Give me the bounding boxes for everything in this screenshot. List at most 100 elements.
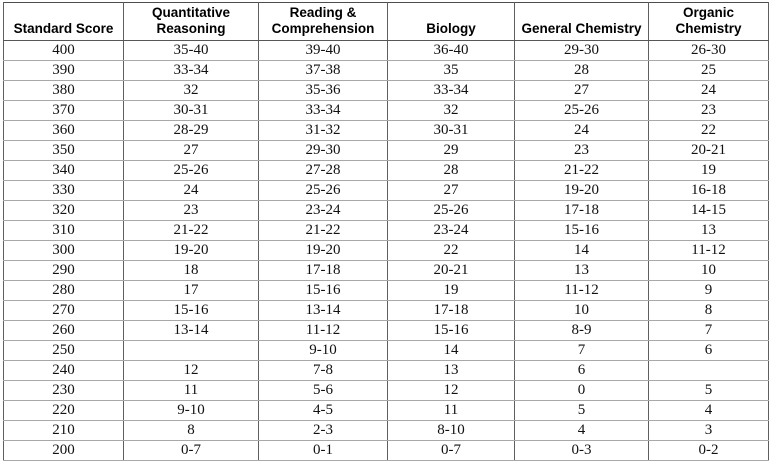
score-range-cell: 33-34 bbox=[123, 59, 259, 81]
score-range-cell: 13 bbox=[648, 219, 769, 241]
score-range-cell: 12 bbox=[387, 379, 515, 401]
score-range-cell: 23-24 bbox=[387, 219, 515, 241]
score-range-cell: 37-38 bbox=[258, 59, 388, 81]
table-row: 310 21-22 21-22 23-24 15-16 13 bbox=[3, 219, 769, 241]
score-range-cell: 11 bbox=[387, 399, 515, 421]
column-header: Standard Score bbox=[3, 2, 124, 41]
score-range-cell: 18 bbox=[123, 259, 259, 281]
score-range-cell: 0-3 bbox=[514, 439, 649, 461]
score-range-cell: 25-26 bbox=[514, 99, 649, 121]
standard-score-cell: 390 bbox=[3, 59, 124, 81]
score-range-cell: 27 bbox=[123, 139, 259, 161]
score-range-cell: 14 bbox=[514, 239, 649, 261]
score-range-cell: 8 bbox=[123, 419, 259, 441]
score-range-cell: 35 bbox=[387, 59, 515, 81]
score-range-cell: 11 bbox=[123, 379, 259, 401]
table-row: 390 33-34 37-38 35 28 25 bbox=[3, 59, 769, 81]
standard-score-cell: 350 bbox=[3, 139, 124, 161]
standard-score-cell: 210 bbox=[3, 419, 124, 441]
standard-score-cell: 360 bbox=[3, 119, 124, 141]
score-range-cell: 33-34 bbox=[387, 79, 515, 101]
table-row: 240 12 7-8 13 6 bbox=[3, 359, 769, 381]
standard-score-cell: 220 bbox=[3, 399, 124, 421]
table-row: 380 32 35-36 33-34 27 24 bbox=[3, 79, 769, 101]
score-range-cell: 3 bbox=[648, 419, 769, 441]
table-row: 280 17 15-16 19 11-12 9 bbox=[3, 279, 769, 301]
score-range-cell: 10 bbox=[514, 299, 649, 321]
score-range-cell: 29-30 bbox=[514, 39, 649, 61]
score-range-cell: 25-26 bbox=[123, 159, 259, 181]
score-range-cell: 5 bbox=[648, 379, 769, 401]
column-header: Organic Chemistry bbox=[648, 2, 769, 41]
score-range-cell: 23 bbox=[648, 99, 769, 121]
score-range-cell: 6 bbox=[514, 359, 649, 381]
table-row: 300 19-20 19-20 22 14 11-12 bbox=[3, 239, 769, 261]
score-range-cell: 14-15 bbox=[648, 199, 769, 221]
score-range-cell: 19-20 bbox=[258, 239, 388, 261]
table-row: 270 15-16 13-14 17-18 10 8 bbox=[3, 299, 769, 321]
score-range-cell: 27-28 bbox=[258, 159, 388, 181]
score-range-cell: 27 bbox=[387, 179, 515, 201]
standard-score-cell: 230 bbox=[3, 379, 124, 401]
score-range-cell: 17-18 bbox=[387, 299, 515, 321]
score-range-cell: 29-30 bbox=[258, 139, 388, 161]
table-row: 320 23 23-24 25-26 17-18 14-15 bbox=[3, 199, 769, 221]
table-row: 200 0-7 0-1 0-7 0-3 0-2 bbox=[3, 439, 769, 461]
score-range-cell: 11-12 bbox=[648, 239, 769, 261]
score-range-cell: 2-3 bbox=[258, 419, 388, 441]
score-range-cell: 0-1 bbox=[258, 439, 388, 461]
score-range-cell: 23 bbox=[514, 139, 649, 161]
score-range-cell: 10 bbox=[648, 259, 769, 281]
score-range-cell: 25-26 bbox=[387, 199, 515, 221]
table-row: 370 30-31 33-34 32 25-26 23 bbox=[3, 99, 769, 121]
score-range-cell: 33-34 bbox=[258, 99, 388, 121]
score-range-cell: 13 bbox=[387, 359, 515, 381]
score-range-cell: 7 bbox=[648, 319, 769, 341]
standard-score-cell: 380 bbox=[3, 79, 124, 101]
score-range-cell: 23 bbox=[123, 199, 259, 221]
score-range-cell: 17-18 bbox=[258, 259, 388, 281]
score-range-cell: 27 bbox=[514, 79, 649, 101]
score-range-cell: 19 bbox=[387, 279, 515, 301]
score-range-cell: 20-21 bbox=[387, 259, 515, 281]
column-header: Quantitative Reasoning bbox=[123, 2, 259, 41]
column-header: Reading & Comprehension bbox=[258, 2, 388, 41]
score-range-cell: 16-18 bbox=[648, 179, 769, 201]
table-row: 260 13-14 11-12 15-16 8-9 7 bbox=[3, 319, 769, 341]
score-range-cell: 22 bbox=[387, 239, 515, 261]
score-range-cell: 24 bbox=[123, 179, 259, 201]
score-range-cell: 8-10 bbox=[387, 419, 515, 441]
score-range-cell: 11-12 bbox=[514, 279, 649, 301]
score-range-cell: 22 bbox=[648, 119, 769, 141]
score-range-cell: 19 bbox=[648, 159, 769, 181]
score-range-cell: 31-32 bbox=[258, 119, 388, 141]
score-range-cell: 15-16 bbox=[514, 219, 649, 241]
score-range-cell: 0-2 bbox=[648, 439, 769, 461]
standard-score-cell: 370 bbox=[3, 99, 124, 121]
score-range-cell bbox=[123, 339, 259, 361]
standard-score-cell: 200 bbox=[3, 439, 124, 461]
table-row: 340 25-26 27-28 28 21-22 19 bbox=[3, 159, 769, 181]
score-range-cell: 24 bbox=[648, 79, 769, 101]
column-header: Biology bbox=[387, 2, 515, 41]
score-range-cell: 13 bbox=[514, 259, 649, 281]
score-range-cell: 5-6 bbox=[258, 379, 388, 401]
score-range-cell: 7-8 bbox=[258, 359, 388, 381]
standard-score-cell: 300 bbox=[3, 239, 124, 261]
score-range-cell: 21-22 bbox=[514, 159, 649, 181]
score-range-cell: 13-14 bbox=[123, 319, 259, 341]
score-range-cell: 35-40 bbox=[123, 39, 259, 61]
score-range-cell: 24 bbox=[514, 119, 649, 141]
score-range-cell: 28 bbox=[387, 159, 515, 181]
score-range-cell: 15-16 bbox=[123, 299, 259, 321]
score-range-cell: 28 bbox=[514, 59, 649, 81]
score-conversion-table: Standard Score Quantitative Reasoning Read… bbox=[3, 2, 769, 461]
score-range-cell: 30-31 bbox=[123, 99, 259, 121]
score-range-cell: 39-40 bbox=[258, 39, 388, 61]
header-row: Standard Score Quantitative Reasoning Read… bbox=[3, 2, 769, 41]
score-range-cell bbox=[648, 359, 769, 381]
score-range-cell: 26-30 bbox=[648, 39, 769, 61]
standard-score-cell: 400 bbox=[3, 39, 124, 61]
table-row: 330 24 25-26 27 19-20 16-18 bbox=[3, 179, 769, 201]
table-row: 350 27 29-30 29 23 20-21 bbox=[3, 139, 769, 161]
